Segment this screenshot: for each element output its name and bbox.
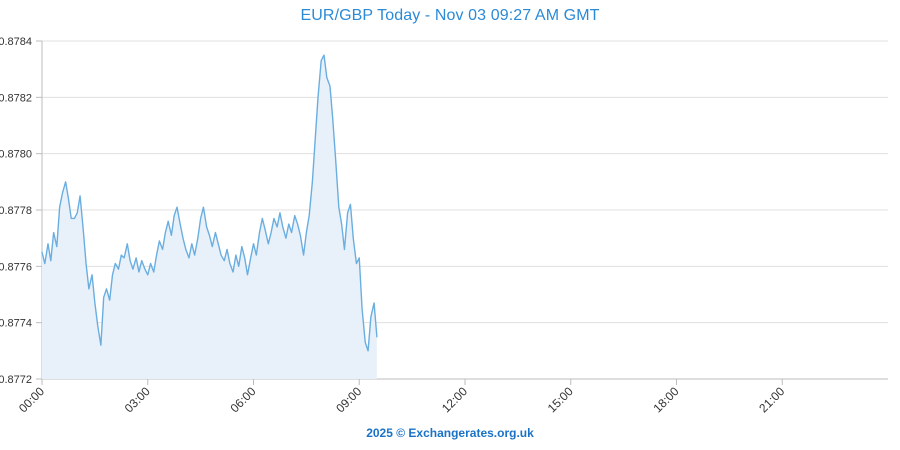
x-tick-label: 00:00 <box>16 384 47 415</box>
x-tick-label: 09:00 <box>333 384 364 415</box>
footer-credit: 2025 © Exchangerates.org.uk <box>366 426 534 440</box>
y-tick-label: 0.8784 <box>0 36 32 48</box>
x-tick-label: 21:00 <box>756 384 787 415</box>
series-eur-gbp <box>41 54 378 379</box>
x-axis-labels: 00:00 03:00 06:00 09:00 12:00 15:00 18:00 21:00 <box>16 384 788 415</box>
page-title: EUR/GBP Today - Nov 03 09:27 AM GMT <box>300 7 600 24</box>
y-tick-label: 0.8778 <box>0 205 32 217</box>
x-tick-label: 12:00 <box>439 384 470 415</box>
x-tick-label: 15:00 <box>545 384 576 415</box>
y-tick-label: 0.8774 <box>0 318 32 330</box>
y-tick-label: 0.8782 <box>0 92 32 104</box>
x-tick-label: 18:00 <box>650 384 681 415</box>
y-tick-label: 0.8780 <box>0 149 32 161</box>
series-line <box>41 54 378 352</box>
y-axis-labels: 0.8784 0.8782 0.8780 0.8778 0.8776 0.8774 0.87… <box>0 36 32 386</box>
x-tick-label: 03:00 <box>122 384 153 415</box>
series-area-fill <box>42 55 377 379</box>
axis-ticks <box>36 40 783 385</box>
y-tick-label: 0.8772 <box>0 374 32 386</box>
x-tick-label: 06:00 <box>227 384 258 415</box>
y-tick-label: 0.8776 <box>0 261 32 273</box>
